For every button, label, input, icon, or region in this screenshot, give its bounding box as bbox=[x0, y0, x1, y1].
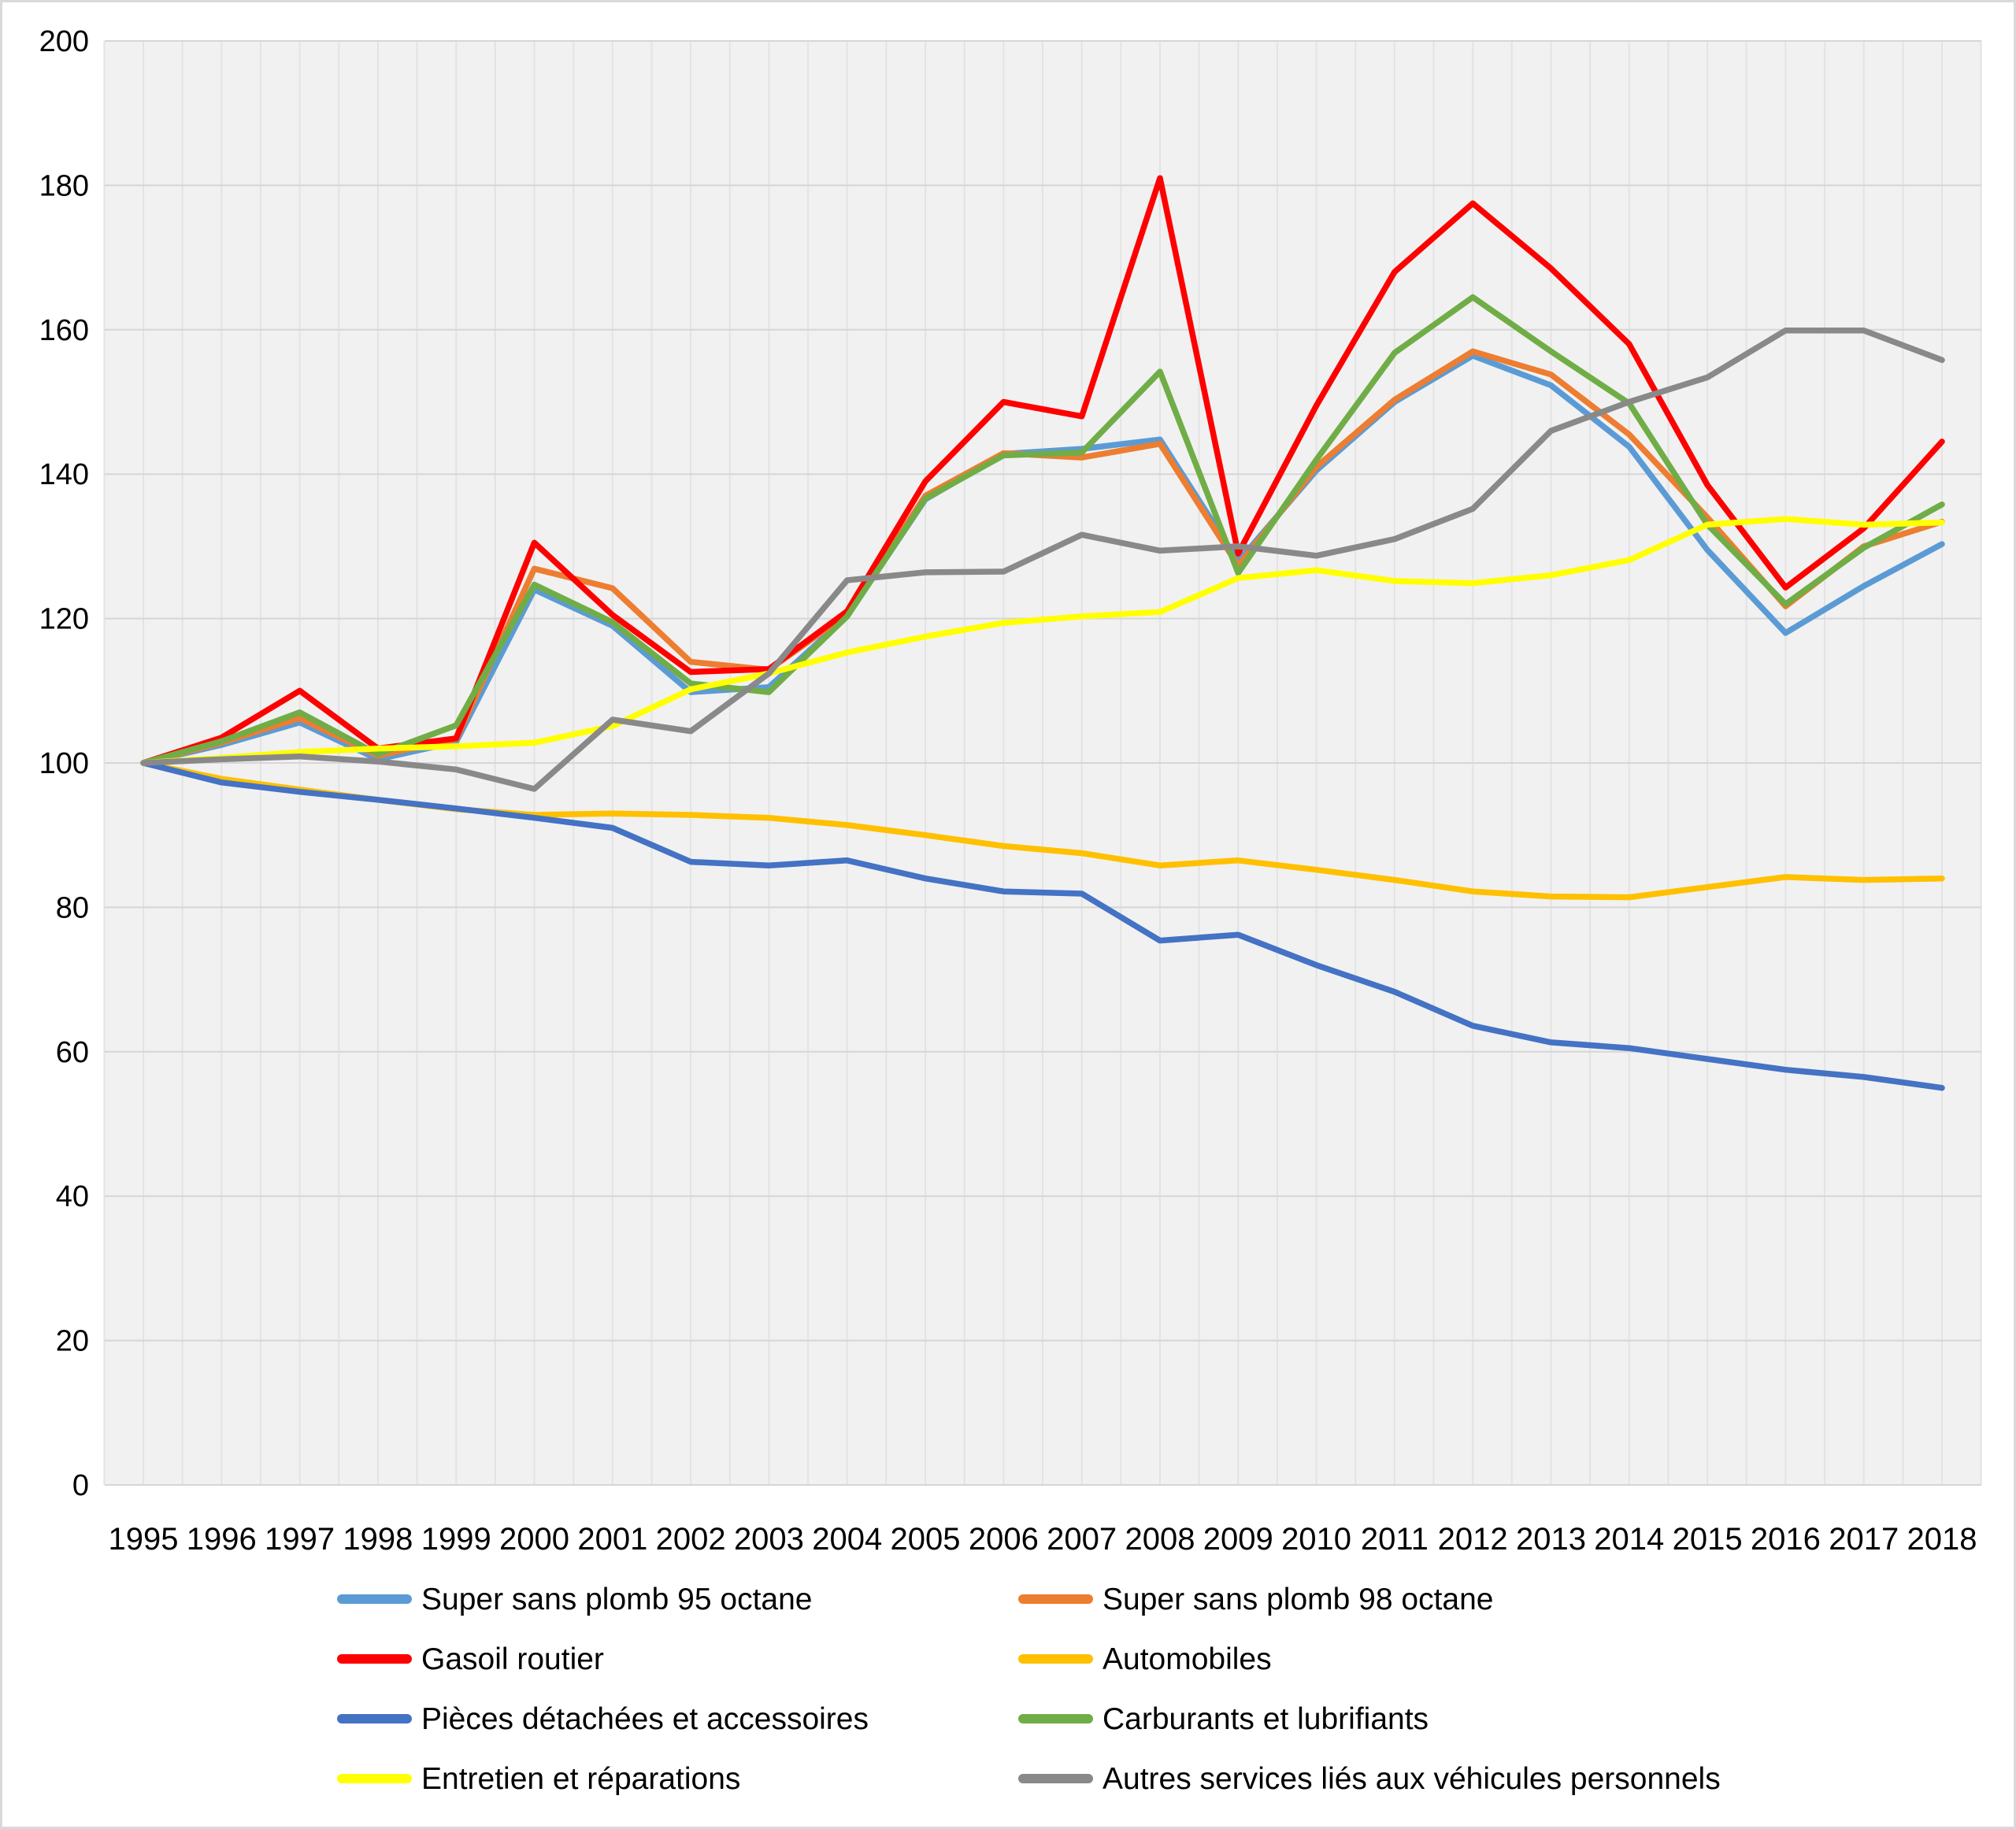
y-axis-tick-label: 120 bbox=[39, 603, 89, 636]
x-axis-tick-label: 2013 bbox=[1516, 1522, 1586, 1557]
x-axis-tick-label: 2008 bbox=[1125, 1522, 1195, 1557]
legend-item-carburants-et-lubrifiants: Carburants et lubrifiants bbox=[1018, 1704, 1721, 1735]
y-axis-tick-label: 160 bbox=[39, 314, 89, 347]
y-axis-tick-label: 0 bbox=[72, 1469, 89, 1502]
x-axis-tick-label: 2015 bbox=[1673, 1522, 1743, 1557]
x-axis-tick-label: 2009 bbox=[1203, 1522, 1273, 1557]
legend-swatch-autres-services-lies-aux-vehicules-personnels bbox=[1018, 1774, 1093, 1783]
x-axis-tick-label: 1999 bbox=[421, 1522, 491, 1557]
x-axis-tick-label: 2006 bbox=[969, 1522, 1039, 1557]
x-axis-tick-label: 2018 bbox=[1907, 1522, 1977, 1557]
series-lines bbox=[140, 175, 1945, 1091]
x-axis-tick-label: 2004 bbox=[812, 1522, 882, 1557]
x-axis-tick-label: 2001 bbox=[577, 1522, 647, 1557]
legend-label: Super sans plomb 98 octane bbox=[1102, 1582, 1494, 1616]
y-axis-tick-labels: 0 20 40 60 80 100 120 140 160 180 200 bbox=[39, 25, 89, 1502]
y-axis-tick-label: 200 bbox=[39, 25, 89, 58]
legend-item-pieces-detachees-et-accessoires: Pièces détachées et accessoires bbox=[337, 1704, 1018, 1735]
x-axis-tick-label: 1996 bbox=[187, 1522, 257, 1557]
series-line-pieces-detachees-et-accessoires bbox=[140, 760, 1945, 1091]
y-axis-tick-label: 80 bbox=[56, 891, 89, 924]
x-axis-tick-label: 1998 bbox=[343, 1522, 413, 1557]
x-axis-tick-label: 2014 bbox=[1594, 1522, 1664, 1557]
y-axis-tick-label: 60 bbox=[56, 1036, 89, 1069]
x-axis-tick-label: 2012 bbox=[1438, 1522, 1508, 1557]
x-axis-tick-label: 2016 bbox=[1751, 1522, 1821, 1557]
legend-item-entretien-et-reparations: Entretien et réparations bbox=[337, 1764, 1018, 1794]
x-axis-tick-label: 2017 bbox=[1829, 1522, 1899, 1557]
x-axis-tick-label: 2000 bbox=[499, 1522, 569, 1557]
legend-label: Automobiles bbox=[1102, 1642, 1272, 1676]
legend-label: Entretien et réparations bbox=[421, 1761, 741, 1796]
x-axis-tick-label: 2003 bbox=[734, 1522, 804, 1557]
x-axis-tick-label: 1997 bbox=[265, 1522, 335, 1557]
series-line-entretien-et-reparations bbox=[140, 516, 1945, 766]
x-axis-tick-label: 2007 bbox=[1047, 1522, 1117, 1557]
legend-swatch-carburants-et-lubrifiants bbox=[1018, 1714, 1093, 1723]
x-axis-tick-label: 2005 bbox=[891, 1522, 961, 1557]
legend-label: Gasoil routier bbox=[421, 1642, 604, 1676]
legend-swatch-super-sans-plomb-95-octane bbox=[337, 1594, 412, 1604]
y-axis-tick-label: 100 bbox=[39, 747, 89, 780]
legend-swatch-gasoil-routier bbox=[337, 1654, 412, 1664]
legend-label: Autres services liés aux véhicules perso… bbox=[1102, 1761, 1721, 1796]
chart-legend: Super sans plomb 95 octane Super sans plo… bbox=[337, 1569, 1721, 1809]
legend-swatch-super-sans-plomb-98-octane bbox=[1018, 1594, 1093, 1604]
legend-label: Carburants et lubrifiants bbox=[1102, 1701, 1429, 1736]
legend-swatch-pieces-detachees-et-accessoires bbox=[337, 1714, 412, 1723]
x-axis-tick-label: 1995 bbox=[109, 1522, 179, 1557]
y-axis-tick-label: 180 bbox=[39, 169, 89, 202]
legend-item-gasoil-routier: Gasoil routier bbox=[337, 1644, 1018, 1675]
legend-item-automobiles: Automobiles bbox=[1018, 1644, 1721, 1675]
x-axis-tick-label: 2002 bbox=[656, 1522, 726, 1557]
legend-label: Pièces détachées et accessoires bbox=[421, 1701, 869, 1736]
legend-item-autres-services-lies-aux-vehicules-personnels: Autres services liés aux véhicules perso… bbox=[1018, 1764, 1721, 1794]
legend-item-super-sans-plomb-98-octane: Super sans plomb 98 octane bbox=[1018, 1584, 1721, 1615]
x-axis-tick-label: 2010 bbox=[1281, 1522, 1351, 1557]
legend-swatch-automobiles bbox=[1018, 1654, 1093, 1664]
x-axis-tick-label: 2011 bbox=[1361, 1522, 1429, 1557]
series-line-gasoil-routier bbox=[140, 175, 1945, 766]
y-axis-tick-label: 20 bbox=[56, 1325, 89, 1358]
y-axis-tick-label: 140 bbox=[39, 458, 89, 491]
series-line-autres-services-lies-aux-vehicules-personnels bbox=[140, 327, 1945, 792]
legend-swatch-entretien-et-reparations bbox=[337, 1774, 412, 1783]
legend-item-super-sans-plomb-95-octane: Super sans plomb 95 octane bbox=[337, 1584, 1018, 1615]
legend-label: Super sans plomb 95 octane bbox=[421, 1582, 813, 1616]
series-line-carburants-et-lubrifiants bbox=[140, 294, 1945, 766]
x-axis-tick-labels: 1995 1996 1997 1998 1999 2000 2001 2002 2003 2004… bbox=[109, 1522, 1977, 1557]
y-axis-tick-label: 40 bbox=[56, 1180, 89, 1213]
